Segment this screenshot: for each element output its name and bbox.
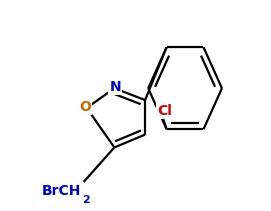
Text: O: O [79,100,91,114]
Text: BrCH: BrCH [42,184,82,198]
Text: 2: 2 [83,195,90,205]
Text: Cl: Cl [157,104,172,118]
Text: N: N [109,80,121,94]
